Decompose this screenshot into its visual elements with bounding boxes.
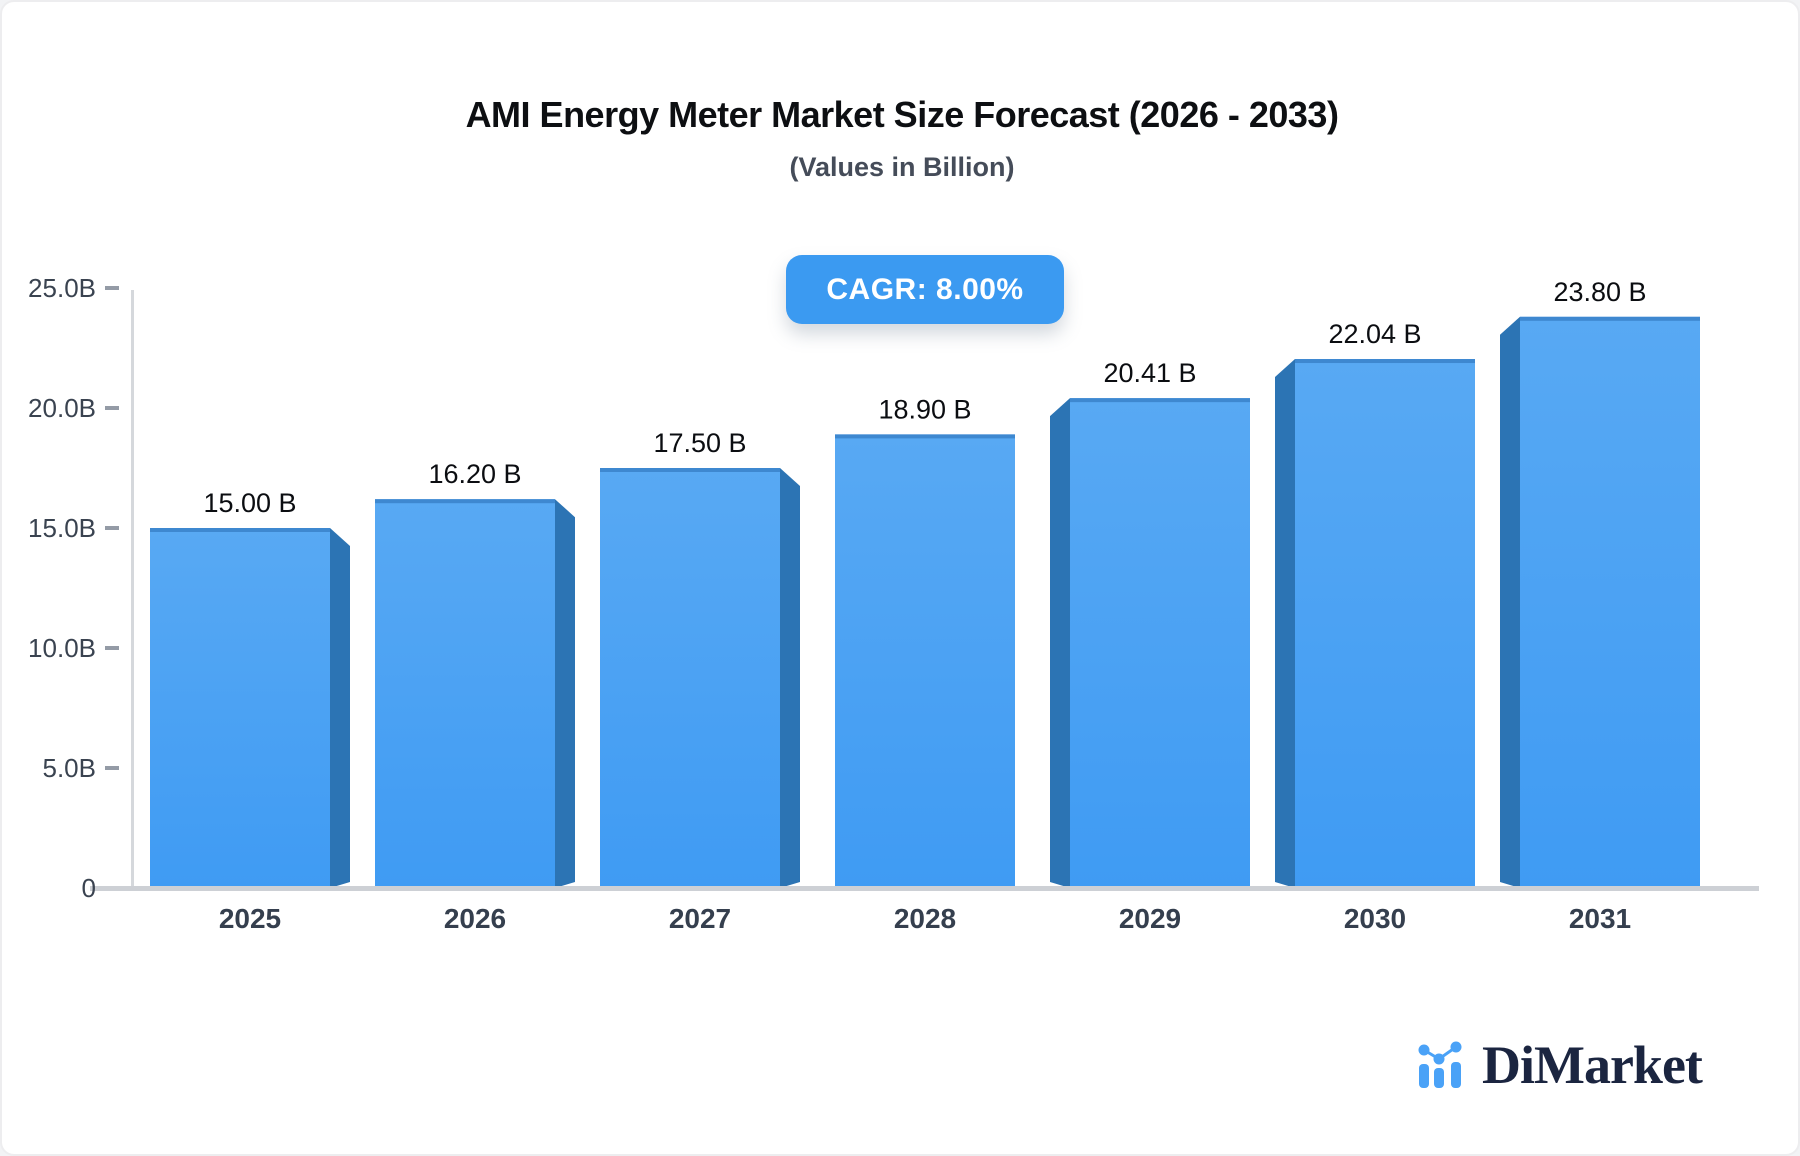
y-tick-label: 25.0B xyxy=(28,273,96,303)
bar-2030 xyxy=(1275,359,1475,888)
chart-header: AMI Energy Meter Market Size Forecast (2… xyxy=(2,94,1798,183)
y-tick-label: 15.0B xyxy=(28,513,96,543)
chart-subtitle: (Values in Billion) xyxy=(789,152,1015,182)
y-tick-mark xyxy=(105,526,119,530)
y-tick-label: 20.0B xyxy=(28,393,96,423)
brand-watermark: DiMarket xyxy=(1414,1034,1703,1095)
y-tick-mark xyxy=(105,646,119,650)
bar-value-label: 20.41 B xyxy=(1103,358,1196,388)
x-category-label: 2027 xyxy=(669,903,731,934)
x-category-label: 2030 xyxy=(1344,903,1406,934)
bar-value-label: 23.80 B xyxy=(1553,277,1646,307)
bar-series xyxy=(150,316,1700,888)
x-category-label: 2031 xyxy=(1569,903,1631,934)
bar-2027 xyxy=(600,468,800,888)
bar-2029 xyxy=(1050,398,1250,888)
x-category-label: 2026 xyxy=(444,903,506,934)
bar-chart-logo-icon xyxy=(1418,1041,1462,1088)
x-axis-baseline xyxy=(90,886,1759,891)
x-category-label: 2025 xyxy=(219,903,281,934)
bar-value-label: 18.90 B xyxy=(878,394,971,424)
brand-name: DiMarket xyxy=(1482,1034,1703,1095)
bar-2025 xyxy=(150,528,350,888)
bar-value-label: 17.50 B xyxy=(653,428,746,458)
bar-value-label: 16.20 B xyxy=(428,459,521,489)
bar-value-label: 22.04 B xyxy=(1328,319,1421,349)
y-tick-label: 0 xyxy=(82,873,96,903)
y-tick-mark xyxy=(105,766,119,770)
bar-2028 xyxy=(835,434,1015,888)
y-tick-mark xyxy=(105,286,119,290)
bar-2031 xyxy=(1500,316,1700,888)
chart-title: AMI Energy Meter Market Size Forecast (2… xyxy=(465,94,1339,135)
y-tick-label: 5.0B xyxy=(43,753,97,783)
y-tick-label: 10.0B xyxy=(28,633,96,663)
x-category-label: 2029 xyxy=(1119,903,1181,934)
cagr-badge-label: CAGR: 8.00% xyxy=(826,272,1024,306)
bar-2026 xyxy=(375,499,575,888)
x-category-label: 2028 xyxy=(894,903,956,934)
y-axis xyxy=(105,286,134,890)
bar-value-label: 15.00 B xyxy=(203,488,296,518)
axis-and-value-labels: 0 5.0B 10.0B 15.0B 20.0B 25.0B 15.00 B 2025 16.2… xyxy=(28,273,1646,934)
y-tick-mark xyxy=(105,406,119,410)
cagr-badge: CAGR: 8.00% xyxy=(786,255,1064,324)
